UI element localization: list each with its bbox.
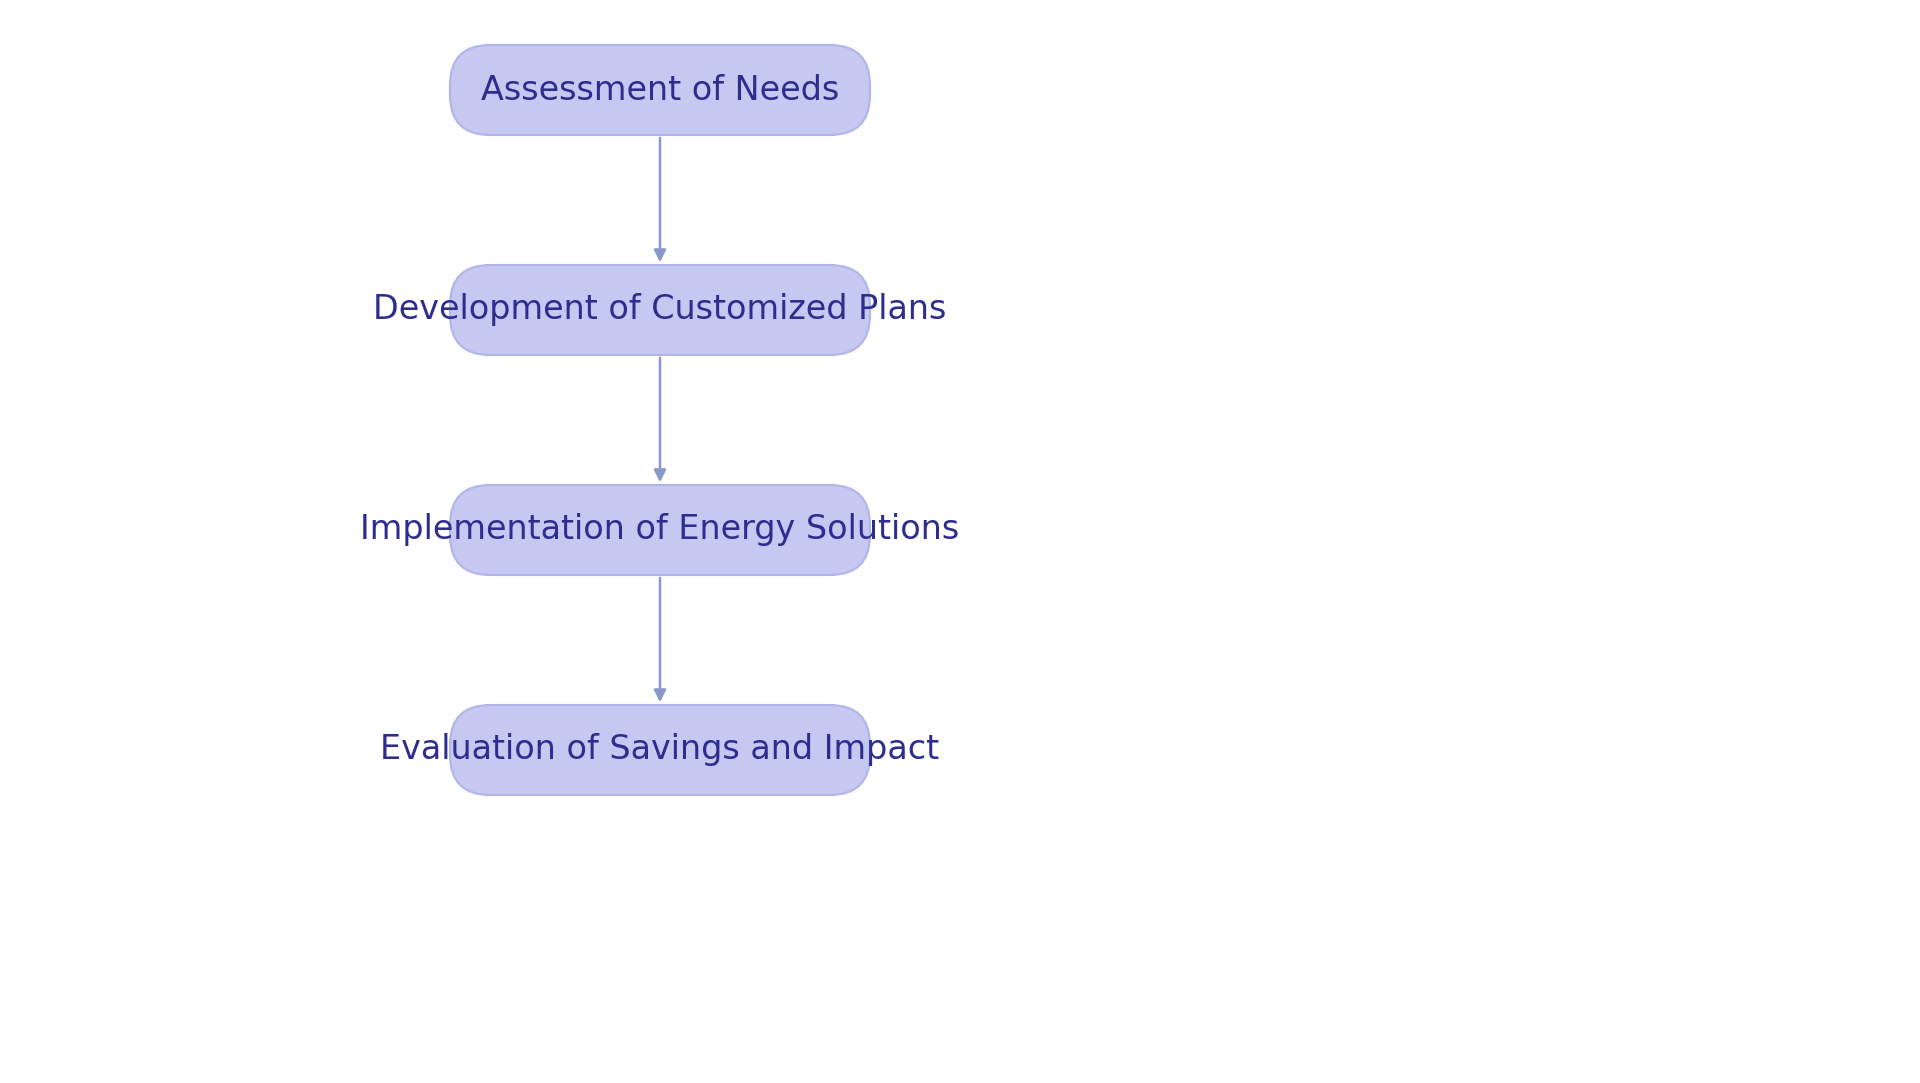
Text: Assessment of Needs: Assessment of Needs bbox=[480, 74, 839, 106]
FancyBboxPatch shape bbox=[449, 45, 870, 135]
FancyBboxPatch shape bbox=[449, 705, 870, 795]
FancyBboxPatch shape bbox=[449, 265, 870, 355]
Text: Implementation of Energy Solutions: Implementation of Energy Solutions bbox=[361, 513, 960, 547]
Text: Development of Customized Plans: Development of Customized Plans bbox=[372, 293, 947, 326]
Text: Evaluation of Savings and Impact: Evaluation of Savings and Impact bbox=[380, 733, 939, 767]
FancyBboxPatch shape bbox=[449, 485, 870, 575]
